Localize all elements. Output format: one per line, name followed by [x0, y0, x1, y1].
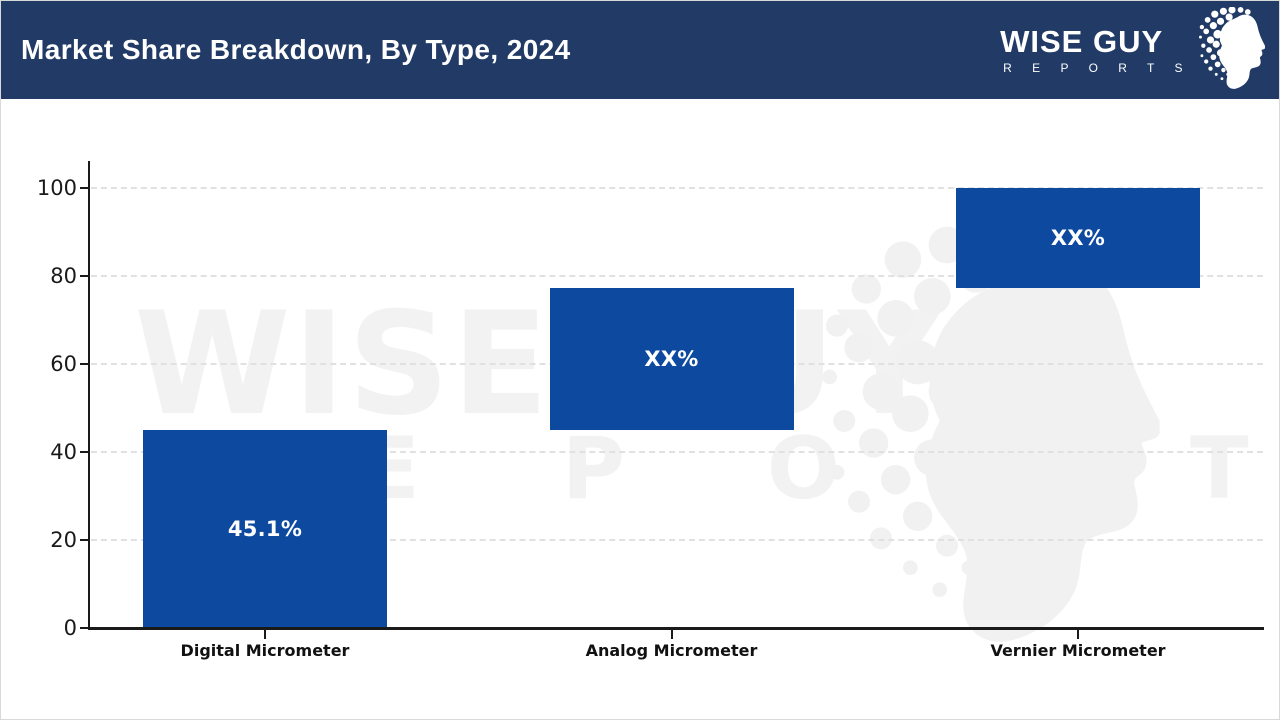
wise-guy-reports-logo: WISE GUY R E P O R T S — [1000, 7, 1269, 93]
y-axis-tick-60 — [80, 363, 89, 365]
y-axis-tick-label: 0 — [63, 616, 77, 640]
y-axis-tick-100 — [80, 187, 89, 189]
logo-face-icon — [1199, 7, 1265, 89]
logo-wordmark: WISE GUY — [1000, 24, 1164, 60]
category-label-2: Analog Micrometer — [585, 641, 758, 660]
y-axis-tick-80 — [80, 275, 89, 277]
y-axis-line — [88, 161, 90, 629]
y-axis-tick-20 — [80, 539, 89, 541]
category-label-1: Digital Micrometer — [180, 641, 350, 660]
logo-subtext: R E P O R T S — [1003, 60, 1191, 75]
gridline-y-100 — [91, 187, 1263, 189]
bar-3: XX% — [956, 188, 1200, 288]
y-axis-tick-40 — [80, 451, 89, 453]
x-axis-line — [88, 627, 1264, 630]
category-label-3: Vernier Micrometer — [990, 641, 1166, 660]
page-title: Market Share Breakdown, By Type, 2024 — [21, 34, 571, 65]
bar-value-label: XX% — [644, 346, 699, 371]
y-axis-tick-label: 20 — [50, 528, 77, 552]
bar-value-label: XX% — [1050, 225, 1106, 250]
y-axis-tick-label: 40 — [50, 440, 77, 464]
gridline-y-80 — [91, 275, 1263, 277]
y-axis-tick-label: 60 — [50, 352, 77, 376]
bar-2: XX% — [549, 287, 794, 430]
y-axis-tick-label: 100 — [36, 176, 77, 200]
y-axis-tick-0 — [80, 627, 89, 629]
bar-1: 45.1% — [143, 429, 387, 628]
logo-text: WISE GUY R E P O R T S — [1000, 24, 1191, 75]
x-axis-tick-3 — [1077, 630, 1079, 639]
gridline-y-40 — [91, 451, 1263, 453]
header-bar: Market Share Breakdown, By Type, 2024 WI… — [1, 1, 1279, 99]
gridline-y-20 — [91, 539, 1263, 541]
y-axis-tick-label: 80 — [50, 264, 77, 288]
x-axis-tick-2 — [670, 630, 673, 639]
bar-value-label: 45.1% — [227, 516, 303, 541]
x-axis-tick-1 — [264, 630, 266, 639]
